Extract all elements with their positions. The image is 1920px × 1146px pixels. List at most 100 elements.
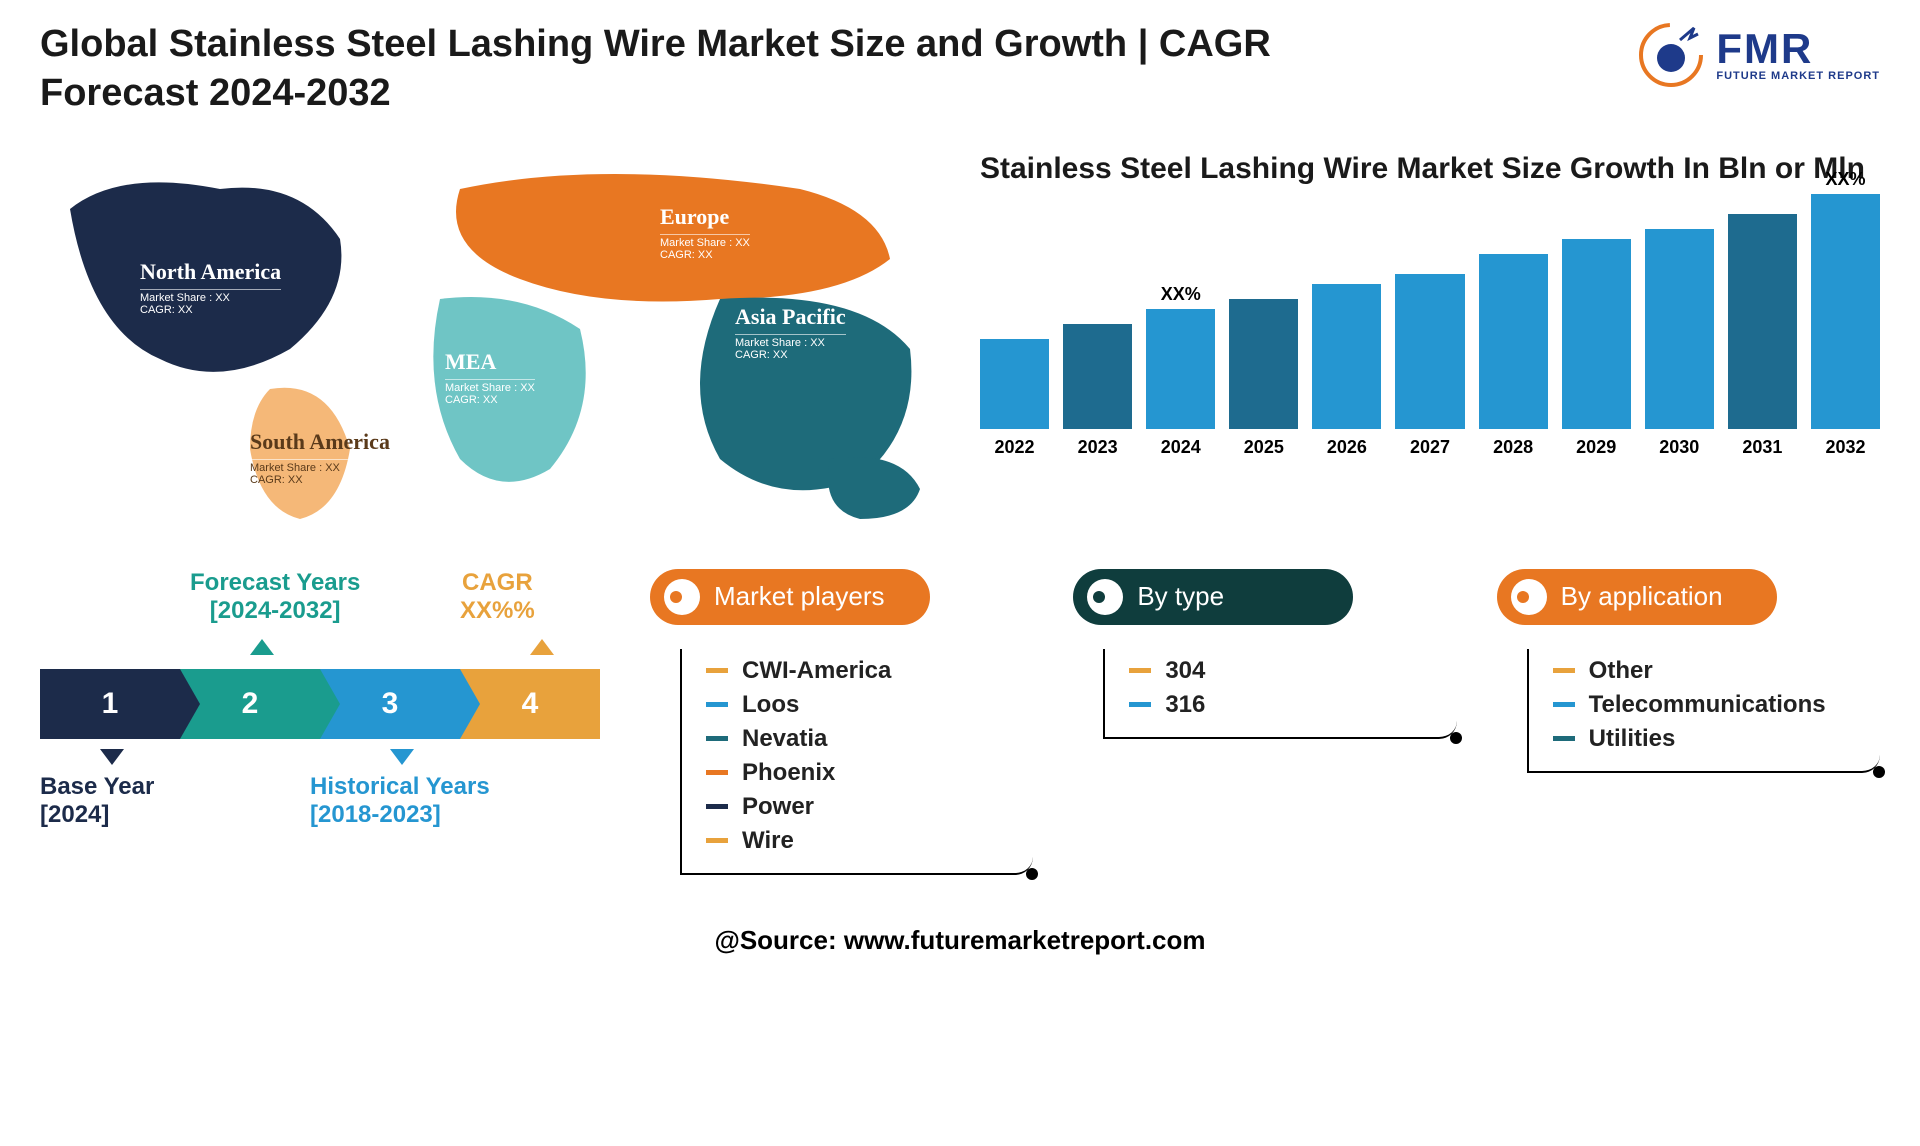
timeline-top-label: Forecast Years[2024-2032] xyxy=(190,569,360,625)
list-item: Utilities xyxy=(1553,725,1880,753)
pill-dot-icon xyxy=(1087,579,1123,615)
bar-rect xyxy=(1645,229,1714,429)
pill-dot-icon xyxy=(1511,579,1547,615)
list-item: CWI-America xyxy=(706,657,1033,685)
bar-2024: XX% 2024 xyxy=(1146,284,1215,458)
region-label-mea: MEAMarket Share : XXCAGR: XX xyxy=(445,349,535,406)
bottom-section: Forecast Years[2024-2032] CAGRXX%% 1234 B… xyxy=(40,569,1880,875)
bar-rect xyxy=(1728,214,1797,429)
bar-2031: 2031 xyxy=(1728,214,1797,458)
list-item: Loos xyxy=(706,691,1033,719)
timeline-bottom-label: Base Year[2024] xyxy=(40,773,154,829)
arrow-up-icon xyxy=(250,639,274,655)
bar-top-label: XX% xyxy=(1825,169,1865,190)
chart-title: Stainless Steel Lashing Wire Market Size… xyxy=(980,149,1880,188)
list-item: Nevatia xyxy=(706,725,1033,753)
list-item: 316 xyxy=(1129,691,1456,719)
logo-text: FMR FUTURE MARKET REPORT xyxy=(1716,28,1880,82)
list-item-label: Other xyxy=(1589,657,1653,685)
list-dash-icon xyxy=(1553,702,1575,707)
bar-2023: 2023 xyxy=(1063,324,1132,458)
list-item: 304 xyxy=(1129,657,1456,685)
list-item-label: Telecommunications xyxy=(1589,691,1826,719)
category-pill: By application xyxy=(1497,569,1777,625)
pill-dot-icon xyxy=(664,579,700,615)
bar-year-label: 2025 xyxy=(1244,437,1284,458)
list-item-label: Utilities xyxy=(1589,725,1676,753)
region-label-north_america: North AmericaMarket Share : XXCAGR: XX xyxy=(140,259,281,316)
logo-fmr-text: FMR xyxy=(1716,28,1880,70)
list-dash-icon xyxy=(706,838,728,843)
bar-year-label: 2029 xyxy=(1576,437,1616,458)
category-market-players: Market players CWI-America Loos Nevatia … xyxy=(650,569,1033,875)
bar-rect xyxy=(1811,194,1880,429)
list-item-label: Loos xyxy=(742,691,799,719)
list-item: Power xyxy=(706,793,1033,821)
timeline-segment-4: 4 xyxy=(460,669,600,739)
timeline-segment-1: 1 xyxy=(40,669,180,739)
list-item: Wire xyxy=(706,827,1033,855)
category-pill: Market players xyxy=(650,569,930,625)
bar-2025: 2025 xyxy=(1229,299,1298,458)
top-section: North AmericaMarket Share : XXCAGR: XX So… xyxy=(40,149,1880,529)
bar-year-label: 2024 xyxy=(1161,437,1201,458)
arrow-up-icon xyxy=(530,639,554,655)
categories-row: Market players CWI-America Loos Nevatia … xyxy=(650,569,1880,875)
category-list: CWI-America Loos Nevatia Phoenix Power W… xyxy=(680,649,1033,875)
category-title: By type xyxy=(1137,581,1224,612)
bar-2029: 2029 xyxy=(1562,239,1631,458)
timeline-bottom-labels: Base Year[2024]Historical Years[2018-202… xyxy=(40,749,600,849)
arrow-down-icon xyxy=(390,749,414,765)
list-dash-icon xyxy=(1129,668,1151,673)
header: Global Stainless Steel Lashing Wire Mark… xyxy=(40,20,1880,119)
logo-sub-text: FUTURE MARKET REPORT xyxy=(1716,70,1880,82)
list-dash-icon xyxy=(706,702,728,707)
bar-2026: 2026 xyxy=(1312,284,1381,458)
list-item: Telecommunications xyxy=(1553,691,1880,719)
list-item-label: CWI-America xyxy=(742,657,891,685)
list-dash-icon xyxy=(1553,668,1575,673)
list-item-label: Nevatia xyxy=(742,725,827,753)
bar-2027: 2027 xyxy=(1395,274,1464,458)
category-by-type: By type 304 316 xyxy=(1073,569,1456,875)
bar-rect xyxy=(980,339,1049,429)
category-list: 304 316 xyxy=(1103,649,1456,739)
list-item-label: Phoenix xyxy=(742,759,835,787)
list-dash-icon xyxy=(706,804,728,809)
bar-year-label: 2030 xyxy=(1659,437,1699,458)
bar-2022: 2022 xyxy=(980,339,1049,458)
list-item-label: 304 xyxy=(1165,657,1205,685)
list-item-label: Power xyxy=(742,793,814,821)
bar-chart-bars: 2022 2023 XX% 2024 2025 2026 2027 2028 2… xyxy=(980,208,1880,458)
growth-bar-chart: Stainless Steel Lashing Wire Market Size… xyxy=(980,149,1880,529)
timeline-section: Forecast Years[2024-2032] CAGRXX%% 1234 B… xyxy=(40,569,600,849)
world-map: North AmericaMarket Share : XXCAGR: XX So… xyxy=(40,149,940,529)
page-title: Global Stainless Steel Lashing Wire Mark… xyxy=(40,20,1340,119)
list-dash-icon xyxy=(706,668,728,673)
timeline-bar: 1234 xyxy=(40,669,600,739)
list-item: Other xyxy=(1553,657,1880,685)
fmr-logo-icon xyxy=(1636,20,1706,90)
list-item-label: 316 xyxy=(1165,691,1205,719)
timeline-segment-2: 2 xyxy=(180,669,320,739)
bar-year-label: 2022 xyxy=(995,437,1035,458)
list-dash-icon xyxy=(1553,736,1575,741)
bar-rect xyxy=(1562,239,1631,429)
bar-top-label: XX% xyxy=(1161,284,1201,305)
bar-2028: 2028 xyxy=(1479,254,1548,458)
bar-2032: XX% 2032 xyxy=(1811,169,1880,458)
region-label-south_america: South AmericaMarket Share : XXCAGR: XX xyxy=(250,429,390,486)
source-attribution: @Source: www.futuremarketreport.com xyxy=(40,925,1880,956)
bar-year-label: 2023 xyxy=(1078,437,1118,458)
bar-rect xyxy=(1479,254,1548,429)
arrow-down-icon xyxy=(100,749,124,765)
list-dash-icon xyxy=(706,770,728,775)
bar-rect xyxy=(1063,324,1132,429)
list-dash-icon xyxy=(1129,702,1151,707)
bar-2030: 2030 xyxy=(1645,229,1714,458)
category-title: Market players xyxy=(714,581,885,612)
timeline-top-label: CAGRXX%% xyxy=(460,569,535,625)
bar-rect xyxy=(1229,299,1298,429)
bar-rect xyxy=(1395,274,1464,429)
bar-year-label: 2028 xyxy=(1493,437,1533,458)
